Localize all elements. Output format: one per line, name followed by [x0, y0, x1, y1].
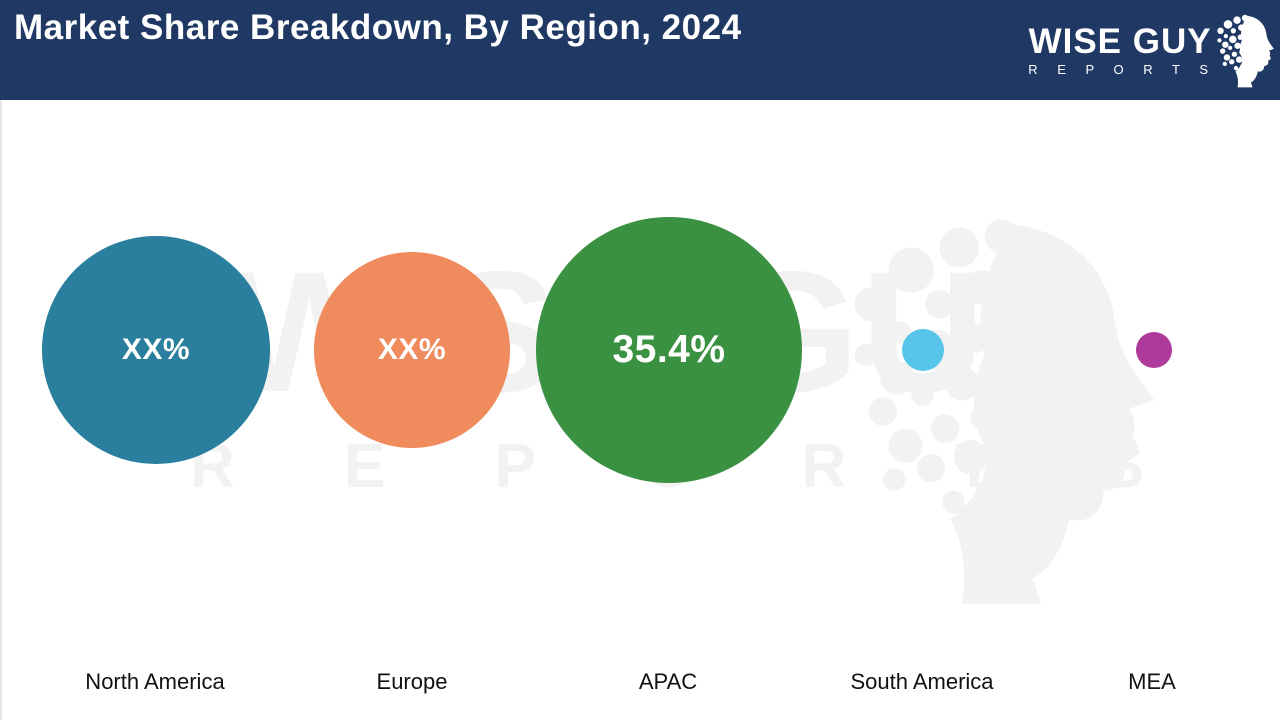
bubble-label-north-america: XX%: [121, 333, 191, 366]
bubble-label-apac: 35.4%: [612, 328, 726, 371]
logo-text: WISE GUY R E P O R T S: [1024, 24, 1216, 77]
bubble-south-america: [902, 329, 944, 371]
bubble-europe: XX%: [314, 252, 510, 448]
category-label-mea: MEA: [1128, 669, 1176, 694]
category-label-north-america: North America: [85, 669, 225, 694]
watermark-head-icon: [854, 219, 1155, 604]
chart-area: WISE GUY R E P O R T S XX% XX% 35.4% Nor…: [0, 100, 1280, 720]
header: Market Share Breakdown, By Region, 2024 …: [0, 0, 1280, 100]
bubble-mea: [1136, 332, 1172, 368]
wiseguy-logo: WISE GUY R E P O R T S: [1024, 0, 1276, 100]
page-title: Market Share Breakdown, By Region, 2024: [14, 8, 742, 47]
category-label-europe: Europe: [376, 669, 448, 694]
bubble-label-europe: XX%: [377, 333, 447, 366]
logo-subtext: R E P O R T S: [1028, 61, 1216, 77]
category-label-south-america: South America: [850, 669, 994, 694]
bubble-north-america: XX%: [42, 236, 270, 464]
category-label-apac: APAC: [638, 669, 698, 694]
wiseguy-head-icon: [1217, 14, 1274, 88]
logo-wordmark: WISE GUY: [1028, 21, 1212, 61]
bubble-apac: 35.4%: [536, 217, 802, 483]
